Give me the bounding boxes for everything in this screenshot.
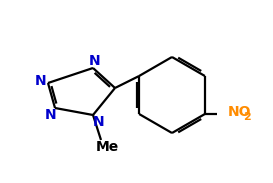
Text: Me: Me (95, 140, 119, 154)
Text: N: N (93, 115, 105, 129)
Text: N: N (89, 54, 101, 68)
Text: NO: NO (228, 105, 251, 119)
Text: 2: 2 (243, 112, 251, 122)
Text: N: N (45, 108, 57, 122)
Text: N: N (35, 74, 47, 88)
